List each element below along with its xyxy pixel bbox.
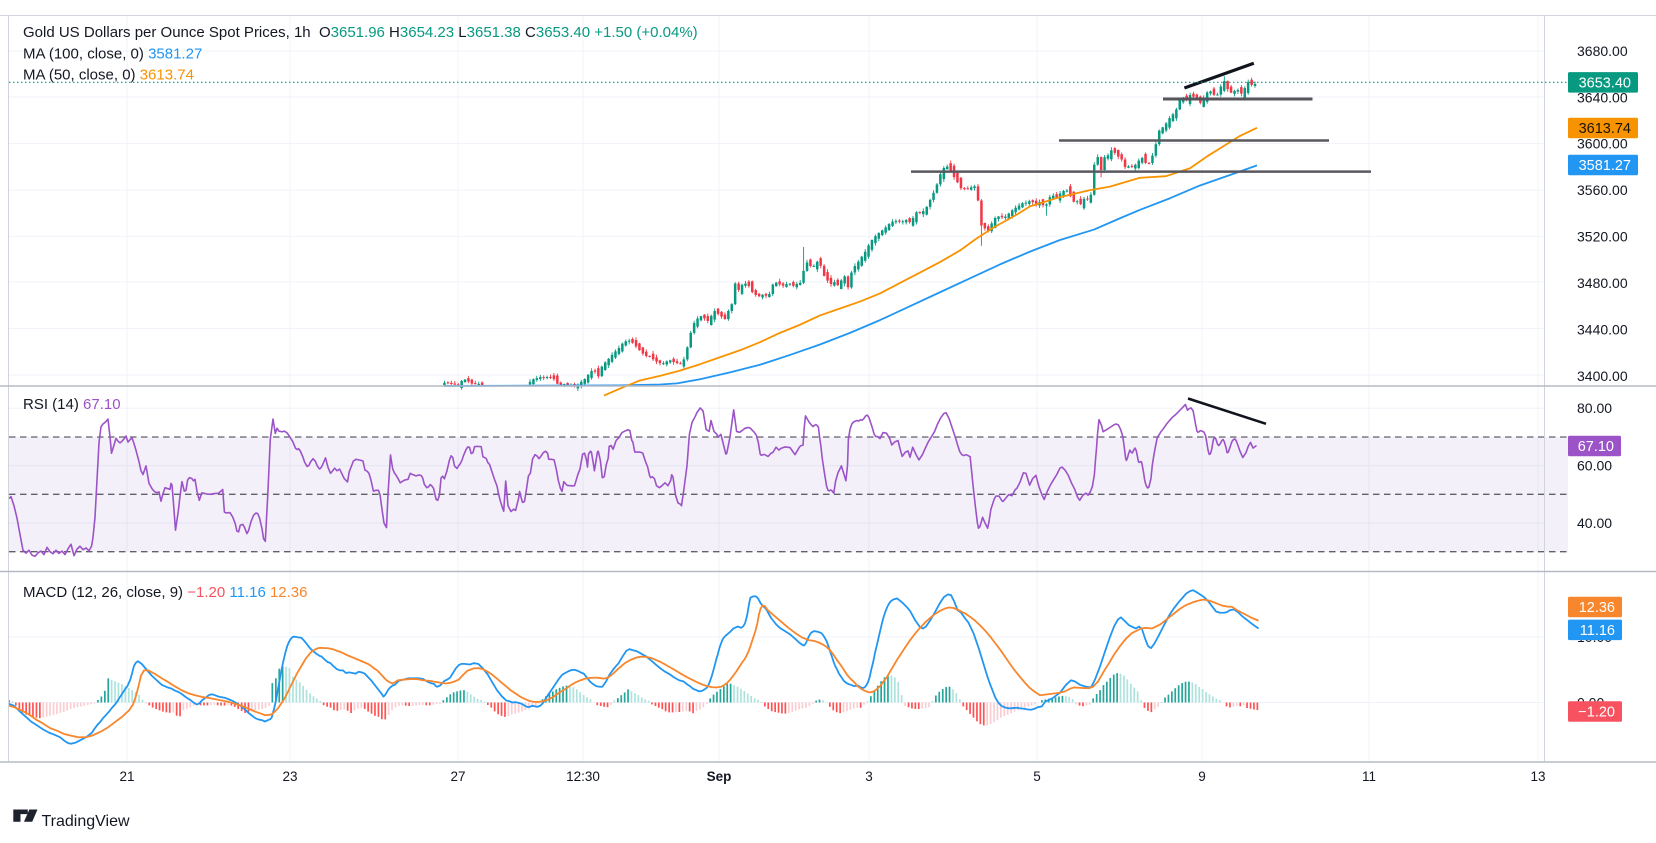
svg-text:3600.00: 3600.00 [1577, 136, 1628, 152]
svg-text:60.00: 60.00 [1577, 458, 1612, 474]
svg-text:11.16: 11.16 [1580, 623, 1615, 639]
svg-text:3: 3 [865, 769, 873, 784]
svg-text:3520.00: 3520.00 [1577, 229, 1628, 245]
svg-text:11: 11 [1362, 769, 1376, 784]
svg-text:27: 27 [450, 769, 465, 784]
svg-text:−1.20: −1.20 [1578, 705, 1615, 721]
svg-text:3680.00: 3680.00 [1577, 43, 1628, 59]
svg-text:MA (100, close, 0) 3581.27: MA (100, close, 0) 3581.27 [23, 46, 202, 63]
svg-text:3653.40: 3653.40 [1579, 76, 1631, 92]
svg-text:40.00: 40.00 [1577, 515, 1612, 531]
svg-text:5: 5 [1033, 769, 1041, 784]
svg-text:Sep: Sep [707, 769, 732, 784]
svg-text:3440.00: 3440.00 [1577, 321, 1628, 337]
svg-text:RSI (14) 67.10: RSI (14) 67.10 [23, 396, 121, 413]
svg-text:3560.00: 3560.00 [1577, 182, 1628, 198]
svg-text:67.10: 67.10 [1578, 439, 1614, 455]
svg-text:3480.00: 3480.00 [1577, 275, 1628, 291]
svg-text:13: 13 [1530, 769, 1545, 784]
svg-text:Gold US Dollars per Ounce Spot: Gold US Dollars per Ounce Spot Prices, 1… [23, 24, 698, 41]
svg-text:3581.27: 3581.27 [1579, 158, 1631, 174]
svg-text:9: 9 [1198, 769, 1206, 784]
svg-text:23: 23 [282, 769, 297, 784]
svg-text:80.00: 80.00 [1577, 400, 1612, 416]
svg-text:21: 21 [119, 769, 134, 784]
svg-text:12.36: 12.36 [1579, 600, 1615, 616]
svg-text:3613.74: 3613.74 [1579, 121, 1631, 137]
svg-text:3400.00: 3400.00 [1577, 368, 1628, 384]
svg-text:TradingView: TradingView [42, 813, 130, 830]
svg-text:MA (50, close, 0) 3613.74: MA (50, close, 0) 3613.74 [23, 67, 194, 84]
svg-text:3640.00: 3640.00 [1577, 89, 1628, 105]
svg-text:MACD (12, 26, close, 9) −1.20: MACD (12, 26, close, 9) −1.20 11.16 12.3… [23, 584, 308, 601]
svg-text:12:30: 12:30 [566, 769, 600, 784]
